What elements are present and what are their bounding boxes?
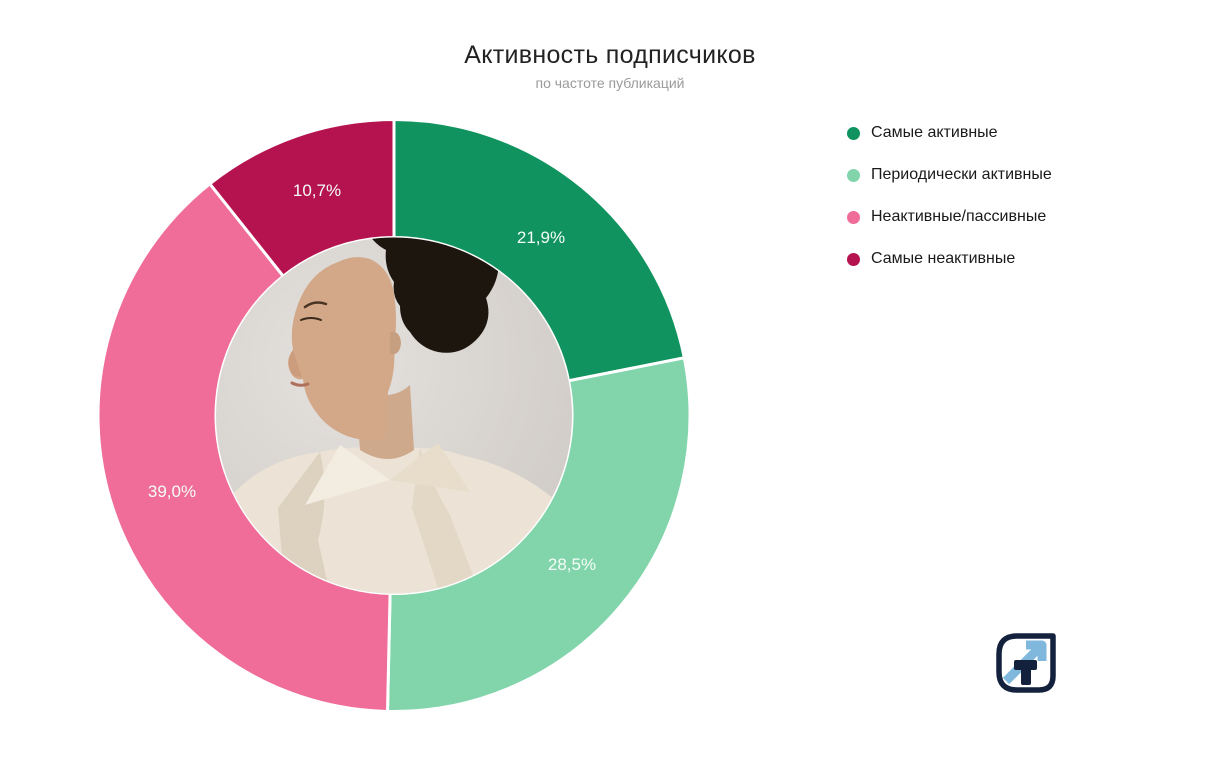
svg-text:10,7%: 10,7% bbox=[293, 181, 341, 200]
svg-text:28,5%: 28,5% bbox=[548, 555, 596, 574]
svg-text:39,0%: 39,0% bbox=[148, 482, 196, 501]
svg-text:21,9%: 21,9% bbox=[517, 228, 565, 247]
